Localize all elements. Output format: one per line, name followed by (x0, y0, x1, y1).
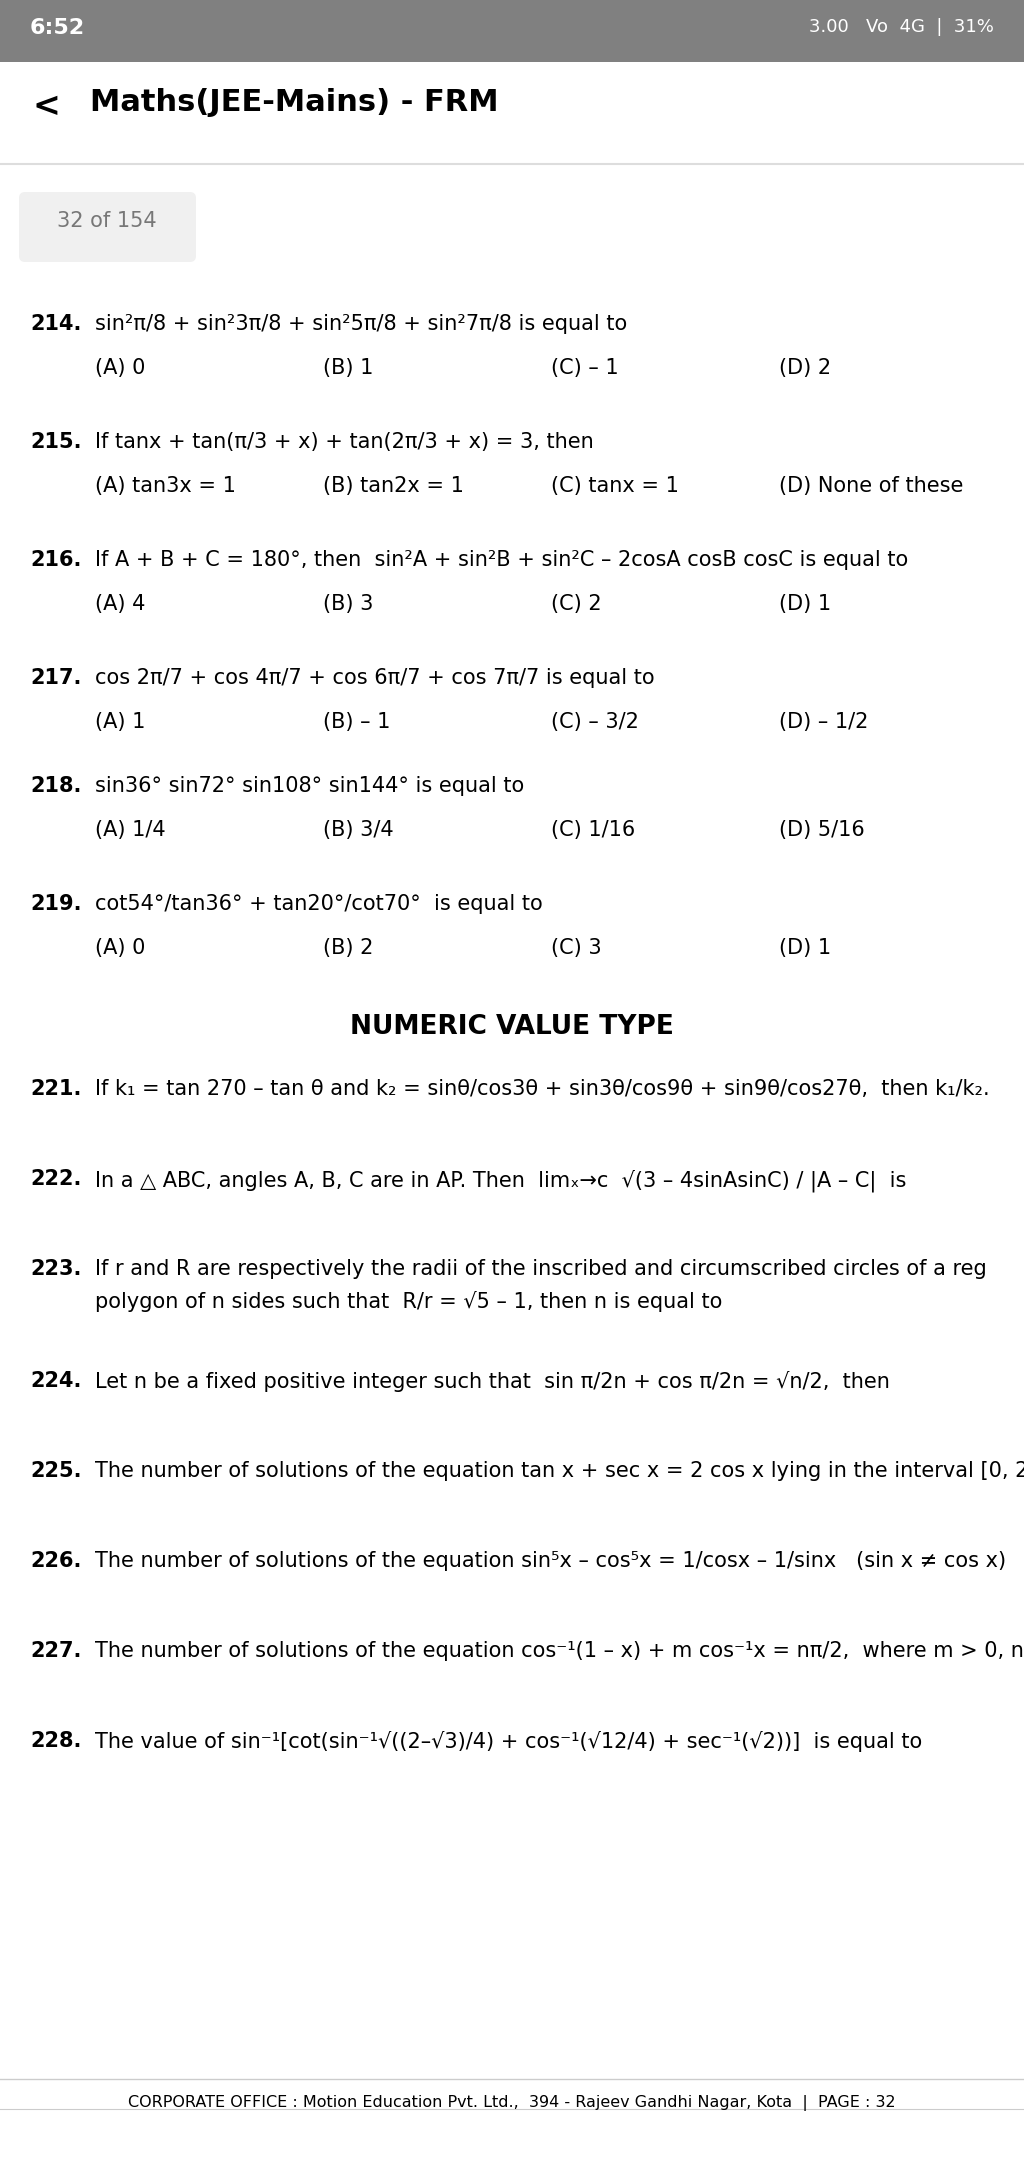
Text: If A + B + C = 180°, then  sin²A + sin²B + sin²C – 2cosA cosB cosC is equal to: If A + B + C = 180°, then sin²A + sin²B … (95, 551, 908, 571)
Text: (B) 2: (B) 2 (323, 938, 374, 957)
Text: cot54°/tan36° + tan20°/cot70°  is equal to: cot54°/tan36° + tan20°/cot70° is equal t… (95, 895, 543, 914)
Text: 225.: 225. (30, 1461, 82, 1480)
Text: sin36° sin72° sin108° sin144° is equal to: sin36° sin72° sin108° sin144° is equal t… (95, 776, 524, 795)
Text: NUMERIC VALUE TYPE: NUMERIC VALUE TYPE (350, 1014, 674, 1039)
Text: (B) – 1: (B) – 1 (323, 711, 390, 733)
Text: 228.: 228. (30, 1731, 81, 1750)
Text: (A) 4: (A) 4 (95, 594, 145, 614)
Text: (D) 1: (D) 1 (779, 594, 831, 614)
Text: 214.: 214. (30, 313, 81, 335)
Text: 219.: 219. (30, 895, 82, 914)
Text: In a △ ABC, angles A, B, C are in AP. Then  limₓ→c  √(3 – 4sinAsinC) / |A – C|  : In a △ ABC, angles A, B, C are in AP. Th… (95, 1169, 906, 1191)
Text: 217.: 217. (30, 668, 81, 687)
Text: The number of solutions of the equation cos⁻¹(1 – x) + m cos⁻¹x = nπ/2,  where m: The number of solutions of the equation … (95, 1640, 1024, 1662)
Text: 216.: 216. (30, 551, 81, 571)
Text: (D) 5/16: (D) 5/16 (779, 819, 864, 841)
Text: (A) 0: (A) 0 (95, 359, 145, 378)
FancyBboxPatch shape (0, 63, 1024, 162)
Text: (C) 3: (C) 3 (551, 938, 602, 957)
Text: 226.: 226. (30, 1552, 81, 1571)
Text: (C) tanx = 1: (C) tanx = 1 (551, 475, 679, 497)
Text: (B) 3/4: (B) 3/4 (323, 819, 393, 841)
Text: (A) 1/4: (A) 1/4 (95, 819, 166, 841)
Text: 227.: 227. (30, 1640, 81, 1662)
Text: 222.: 222. (30, 1169, 81, 1189)
Text: 6:52: 6:52 (30, 17, 85, 39)
Text: (D) 2: (D) 2 (779, 359, 831, 378)
Text: cos 2π/7 + cos 4π/7 + cos 6π/7 + cos 7π/7 is equal to: cos 2π/7 + cos 4π/7 + cos 6π/7 + cos 7π/… (95, 668, 654, 687)
Text: CORPORATE OFFICE : Motion Education Pvt. Ltd.,  394 - Rajeev Gandhi Nagar, Kota : CORPORATE OFFICE : Motion Education Pvt.… (128, 2094, 896, 2111)
Text: (D) – 1/2: (D) – 1/2 (779, 711, 868, 733)
Text: polygon of n sides such that  R/r = √5 – 1, then n is equal to: polygon of n sides such that R/r = √5 – … (95, 1290, 722, 1312)
Text: (B) 3: (B) 3 (323, 594, 374, 614)
Text: The number of solutions of the equation sin⁵x – cos⁵x = 1/cosx – 1/sinx   (sin x: The number of solutions of the equation … (95, 1552, 1007, 1571)
FancyBboxPatch shape (0, 0, 1024, 63)
Text: (D) 1: (D) 1 (779, 938, 831, 957)
Text: If k₁ = tan 270 – tan θ and k₂ = sinθ/cos3θ + sin3θ/cos9θ + sin9θ/cos27θ,  then : If k₁ = tan 270 – tan θ and k₂ = sinθ/co… (95, 1078, 989, 1100)
Text: sin²π/8 + sin²3π/8 + sin²5π/8 + sin²7π/8 is equal to: sin²π/8 + sin²3π/8 + sin²5π/8 + sin²7π/8… (95, 313, 628, 335)
Text: Let n be a fixed positive integer such that  sin π/2n + cos π/2n = √n/2,  then: Let n be a fixed positive integer such t… (95, 1370, 890, 1392)
Text: (A) 0: (A) 0 (95, 938, 145, 957)
Text: (C) 2: (C) 2 (551, 594, 602, 614)
Text: (C) – 3/2: (C) – 3/2 (551, 711, 639, 733)
Text: (B) tan2x = 1: (B) tan2x = 1 (323, 475, 464, 497)
Text: If r and R are respectively the radii of the inscribed and circumscribed circles: If r and R are respectively the radii of… (95, 1260, 987, 1279)
Text: (B) 1: (B) 1 (323, 359, 374, 378)
Text: The value of sin⁻¹[cot(sin⁻¹√((2–√3)/4) + cos⁻¹(√12/4) + sec⁻¹(√2))]  is equal t: The value of sin⁻¹[cot(sin⁻¹√((2–√3)/4) … (95, 1731, 923, 1753)
Text: The number of solutions of the equation tan x + sec x = 2 cos x lying in the int: The number of solutions of the equation … (95, 1461, 1024, 1480)
Text: (C) 1/16: (C) 1/16 (551, 819, 635, 841)
Text: Maths(JEE-Mains) - FRM: Maths(JEE-Mains) - FRM (90, 89, 499, 117)
Text: 215.: 215. (30, 432, 82, 452)
Text: (A) 1: (A) 1 (95, 711, 145, 733)
Text: 224.: 224. (30, 1370, 81, 1392)
Text: 221.: 221. (30, 1078, 81, 1100)
Text: 32 of 154: 32 of 154 (57, 212, 157, 231)
Text: (A) tan3x = 1: (A) tan3x = 1 (95, 475, 236, 497)
Text: 3.00   Vo  4G  |  31%: 3.00 Vo 4G | 31% (809, 17, 994, 37)
Text: (C) – 1: (C) – 1 (551, 359, 618, 378)
Text: 218.: 218. (30, 776, 81, 795)
Text: 223.: 223. (30, 1260, 81, 1279)
Text: (D) None of these: (D) None of these (779, 475, 964, 497)
Text: If tanx + tan(π/3 + x) + tan(2π/3 + x) = 3, then: If tanx + tan(π/3 + x) + tan(2π/3 + x) =… (95, 432, 594, 452)
FancyBboxPatch shape (19, 192, 196, 261)
Text: <: < (32, 91, 59, 123)
